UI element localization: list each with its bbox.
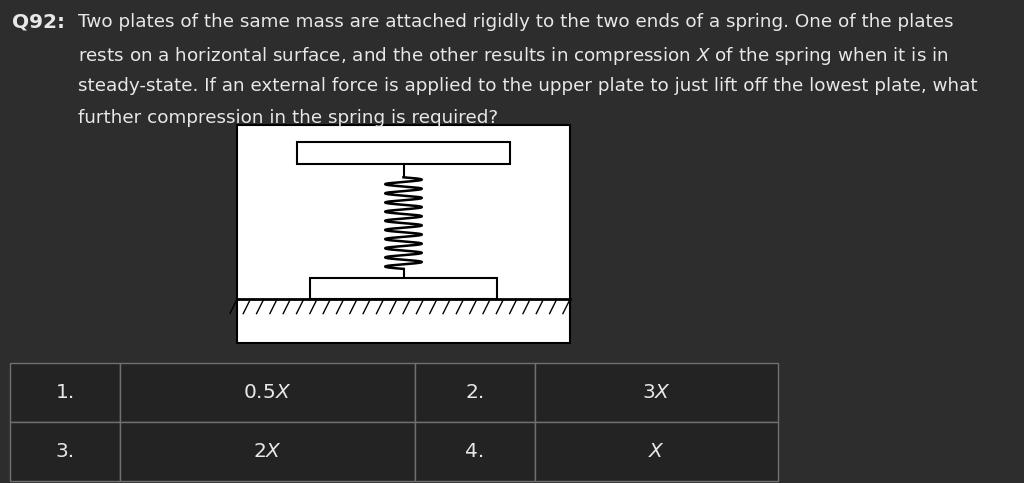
Text: Two plates of the same mass are attached rigidly to the two ends of a spring. On: Two plates of the same mass are attached… [78, 13, 953, 31]
Text: 4.: 4. [465, 442, 484, 461]
Text: 3.: 3. [55, 442, 75, 461]
Text: Q92:: Q92: [12, 13, 65, 32]
Bar [237, 125, 570, 343]
Text: 1.: 1. [55, 383, 75, 402]
Text: 3$X$: 3$X$ [642, 383, 671, 402]
Bar [297, 142, 510, 164]
Text: steady-state. If an external force is applied to the upper plate to just lift of: steady-state. If an external force is ap… [78, 77, 978, 95]
Bar [415, 422, 535, 481]
Text: rests on a horizontal surface, and the other results in compression $X$ of the s: rests on a horizontal surface, and the o… [78, 45, 948, 67]
Bar [310, 278, 497, 299]
Text: 2$X$: 2$X$ [253, 442, 282, 461]
Text: 2.: 2. [465, 383, 484, 402]
Bar [535, 363, 778, 422]
Text: $X$: $X$ [648, 442, 665, 461]
Bar [415, 363, 535, 422]
Bar [535, 422, 778, 481]
Text: further compression in the spring is required?: further compression in the spring is req… [78, 109, 498, 127]
Bar [120, 422, 415, 481]
Text: 0.5$X$: 0.5$X$ [244, 383, 292, 402]
Bar [10, 363, 120, 422]
Bar [120, 363, 415, 422]
Bar [10, 422, 120, 481]
